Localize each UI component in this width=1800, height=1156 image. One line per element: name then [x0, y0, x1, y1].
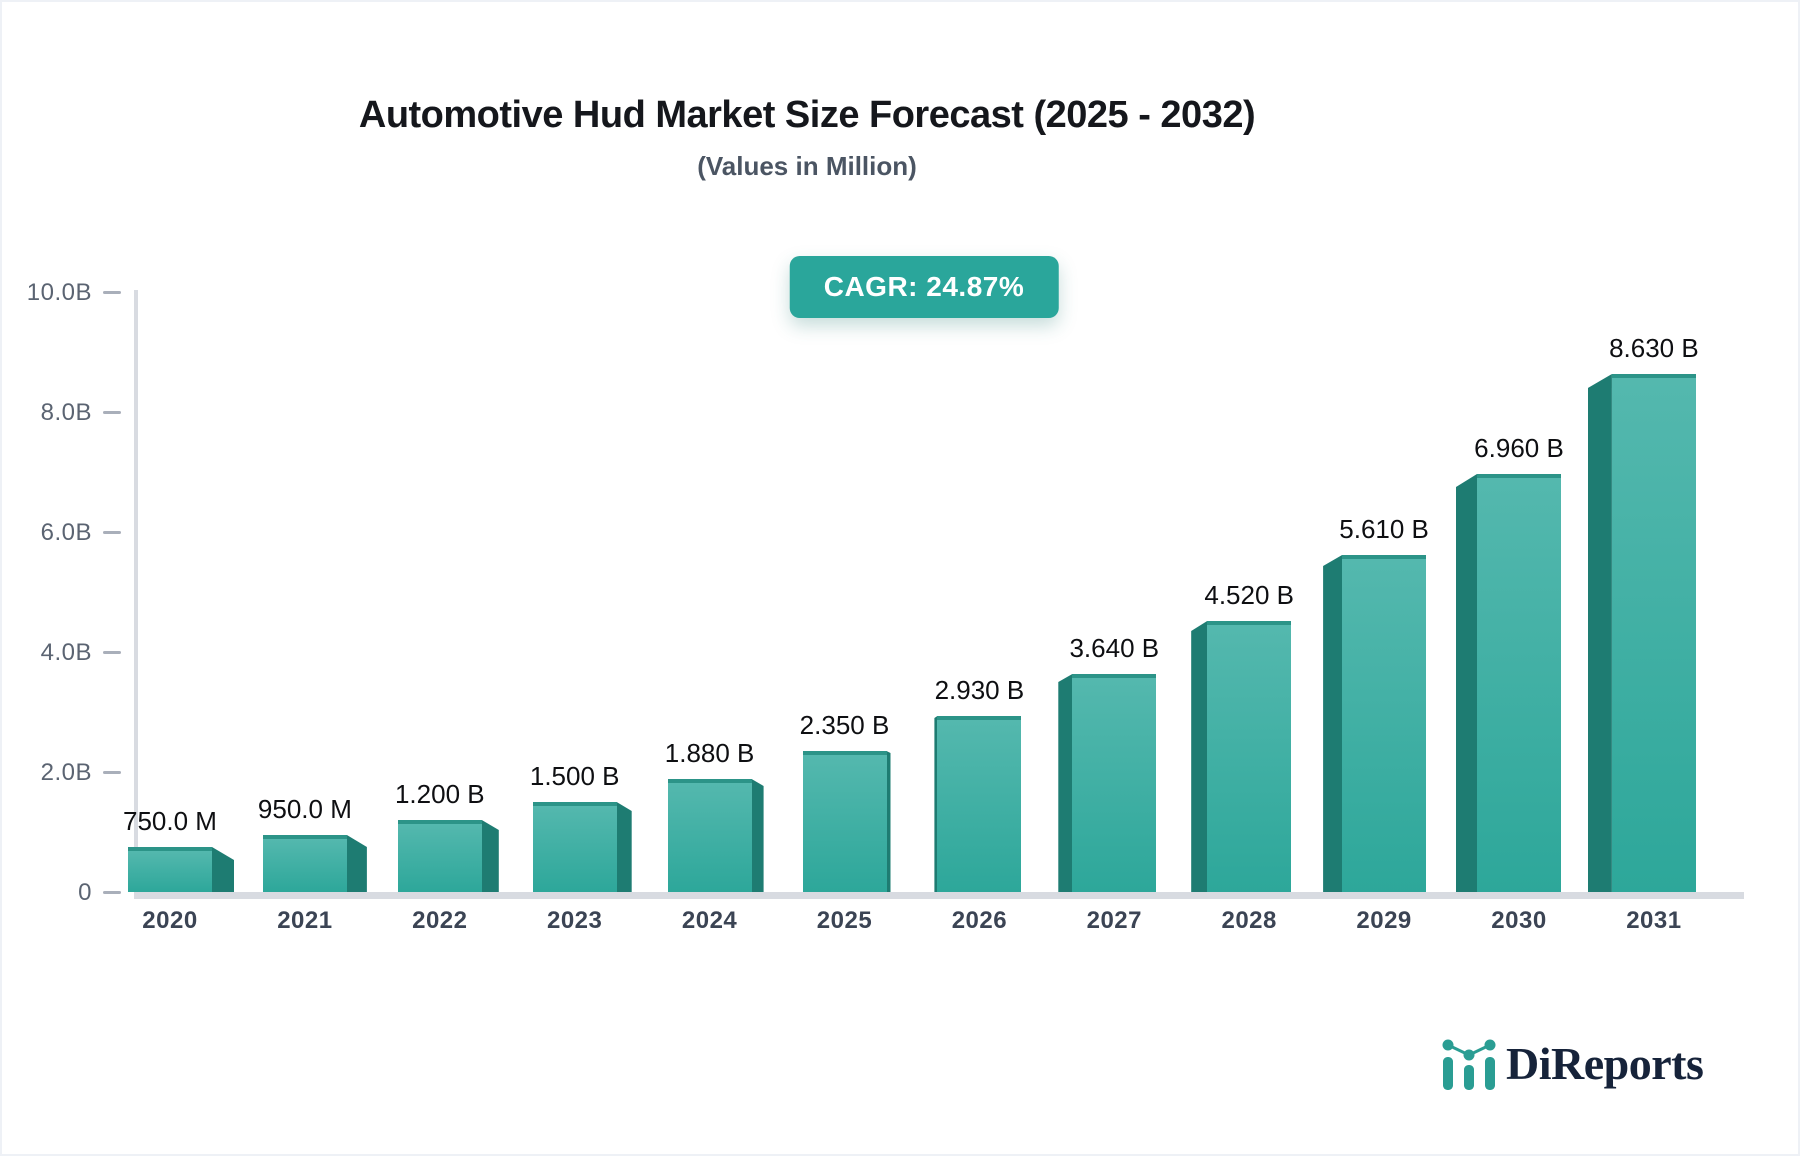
y-axis-tick [103, 531, 121, 534]
bar-value-label: 2.350 B [799, 710, 890, 740]
bar [1207, 621, 1292, 892]
bar-value-label: 1.500 B [529, 761, 620, 791]
y-axis-tick-label: 10.0B [26, 279, 92, 306]
bar [802, 751, 887, 892]
bar-value-label: 8.630 B [1609, 333, 1699, 363]
y-axis-line [134, 290, 138, 899]
y-axis-tick [103, 771, 121, 774]
bar-side-face [346, 835, 367, 892]
direports-logo-icon [1442, 1039, 1496, 1090]
bar [262, 835, 347, 892]
bar-value-label: 750.0 M [123, 806, 217, 836]
x-axis-label: 2028 [1221, 907, 1277, 934]
bar-side-face [212, 847, 234, 892]
x-axis-label: 2024 [681, 907, 738, 934]
chart-title: Automotive Hud Market Size Forecast (202… [358, 94, 1256, 136]
chart-subtitle: (Values in Million) [697, 151, 917, 181]
bar-side-face [934, 716, 938, 892]
y-axis-tick-label: 8.0B [40, 399, 92, 426]
y-axis-tick-label: 6.0B [40, 519, 92, 546]
x-axis-label: 2023 [546, 907, 603, 934]
y-axis-tick [103, 291, 121, 294]
bar-side-face [616, 802, 632, 892]
y-axis-tick-label: 4.0B [40, 639, 92, 666]
x-axis-line [134, 892, 1744, 899]
bar-value-label: 3.640 B [1069, 633, 1160, 663]
bar-value-label: 950.0 M [257, 794, 352, 824]
y-axis-tick-label: 0 [78, 879, 92, 906]
x-axis-label: 2020 [142, 907, 198, 934]
x-axis-label: 2021 [277, 907, 333, 934]
bar [1477, 474, 1561, 892]
bar-value-label: 1.200 B [394, 779, 485, 809]
bar [1072, 674, 1157, 892]
bar [1342, 555, 1427, 892]
bar-value-label: 6.960 B [1474, 433, 1564, 463]
bar [397, 820, 482, 892]
x-axis-label: 2030 [1491, 907, 1547, 934]
bar-value-label: 1.880 B [664, 738, 755, 768]
bar-side-face [1191, 621, 1208, 892]
bar [667, 779, 752, 892]
bar-value-label: 4.520 B [1204, 580, 1294, 610]
bar [532, 802, 617, 892]
x-axis-label: 2025 [816, 907, 873, 934]
bar [1611, 374, 1696, 892]
y-axis-tick [103, 651, 121, 654]
direports-logo: DiReports [1440, 1034, 1704, 1092]
x-axis-label: 2022 [412, 907, 468, 934]
bar-side-face [886, 751, 891, 892]
x-axis-label: 2027 [1086, 907, 1142, 934]
y-axis-tick-label: 2.0B [40, 759, 92, 786]
bar-side-face [1456, 474, 1477, 892]
bar-side-face [481, 820, 499, 892]
bar-side-face [1587, 374, 1612, 892]
logo-text: DiReports [1506, 1037, 1704, 1089]
x-axis-label: 2031 [1626, 907, 1682, 934]
cagr-badge: CAGR: 24.87% [789, 256, 1059, 318]
bar-value-label: 5.610 B [1339, 514, 1429, 544]
y-axis-tick [103, 411, 121, 414]
y-axis-tick [103, 891, 121, 894]
bar-value-label: 2.930 B [934, 675, 1025, 705]
bar-side-face [751, 779, 764, 892]
bar [128, 847, 212, 892]
bar-side-face [1058, 674, 1073, 892]
bar [937, 716, 1022, 892]
bar-side-face [1323, 555, 1343, 892]
x-axis-label: 2026 [951, 907, 1008, 934]
x-axis-label: 2029 [1356, 907, 1412, 934]
